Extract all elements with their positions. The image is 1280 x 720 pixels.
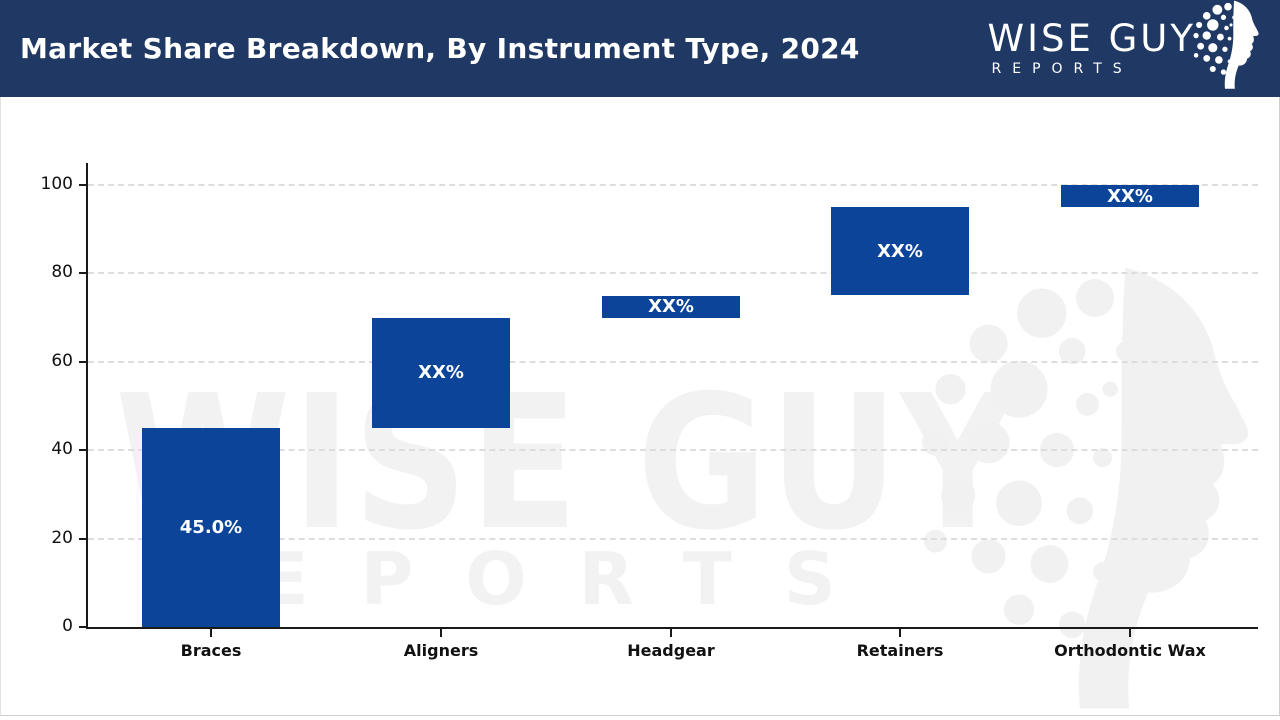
logo-face-icon bbox=[1193, 0, 1259, 89]
x-tick-label: Braces bbox=[180, 641, 242, 660]
bar-retainers bbox=[831, 207, 969, 296]
x-axis-tick bbox=[899, 629, 901, 637]
y-axis-tick bbox=[79, 184, 86, 186]
bar-aligners bbox=[372, 317, 510, 429]
x-axis-tick bbox=[1129, 629, 1131, 637]
page-title: Market Share Breakdown, By Instrument Ty… bbox=[20, 32, 860, 65]
x-tick-label: Orthodontic Wax bbox=[1054, 641, 1206, 660]
y-tick-label: 20 bbox=[51, 527, 73, 548]
grid-line bbox=[88, 184, 1258, 186]
logo-text: WISE GUY REPORTS bbox=[988, 20, 1196, 77]
logo-wordmark: WISE GUY bbox=[987, 17, 1196, 60]
bar-braces bbox=[142, 428, 280, 627]
y-tick-label: 60 bbox=[51, 350, 73, 371]
grid-line bbox=[88, 537, 1258, 540]
y-axis-tick bbox=[79, 272, 86, 275]
bar-orthodontic-wax bbox=[1061, 185, 1199, 208]
grid-line bbox=[88, 449, 1258, 452]
x-tick-label: Headgear bbox=[627, 641, 715, 660]
waterfall-plot: 0 20 40 60 80 100 45.0% Braces XX% Aligners XX% Hea… bbox=[0, 97, 1280, 717]
y-tick-label: 80 bbox=[51, 262, 73, 283]
bar-headgear bbox=[602, 295, 740, 318]
x-axis-line bbox=[86, 627, 1258, 629]
chart-area: WISE GUY REPORTS 0 20 40 60 80 100 45.0% Braces… bbox=[0, 97, 1280, 717]
y-tick-label: 100 bbox=[40, 174, 73, 194]
grid-line bbox=[88, 360, 1258, 363]
x-tick-label: Aligners bbox=[403, 641, 479, 660]
y-axis-tick bbox=[79, 360, 86, 363]
y-axis-tick bbox=[79, 449, 86, 452]
grid-line bbox=[88, 272, 1258, 275]
wiseguy-logo: WISE GUY REPORTS bbox=[988, 0, 1280, 98]
y-axis-tick bbox=[79, 626, 86, 628]
x-axis-tick bbox=[670, 629, 672, 637]
x-axis-tick bbox=[440, 629, 442, 637]
y-tick-label: 0 bbox=[62, 616, 73, 636]
y-axis-tick bbox=[79, 537, 86, 540]
y-axis-line bbox=[86, 163, 88, 629]
x-axis-tick bbox=[210, 629, 212, 637]
y-tick-label: 40 bbox=[51, 439, 73, 460]
header-bar: Market Share Breakdown, By Instrument Ty… bbox=[0, 0, 1280, 97]
x-tick-label: Retainers bbox=[856, 641, 944, 660]
logo-subtitle: REPORTS bbox=[991, 61, 1133, 77]
